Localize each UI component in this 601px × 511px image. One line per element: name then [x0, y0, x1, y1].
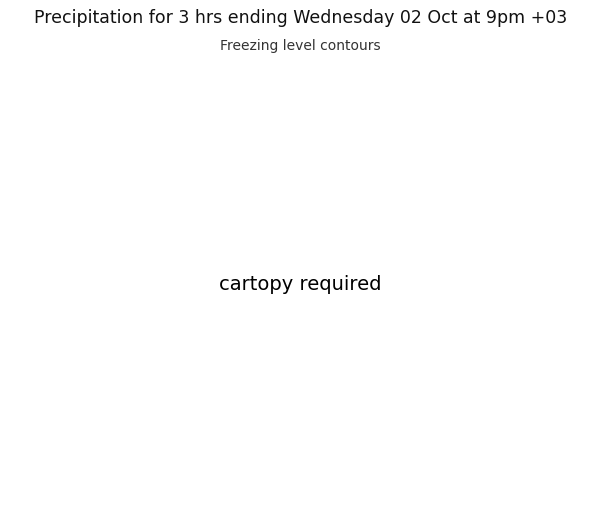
Text: Freezing level contours: Freezing level contours: [220, 39, 381, 53]
Text: cartopy required: cartopy required: [219, 275, 382, 294]
Text: Precipitation for 3 hrs ending Wednesday 02 Oct at 9pm +03: Precipitation for 3 hrs ending Wednesday…: [34, 9, 567, 27]
